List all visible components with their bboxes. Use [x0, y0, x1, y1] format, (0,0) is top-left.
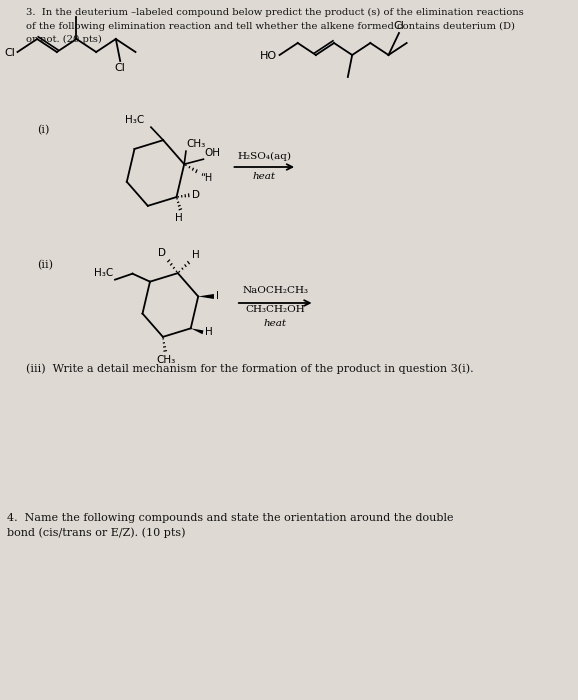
- Text: H₂SO₄(aq): H₂SO₄(aq): [237, 152, 291, 161]
- Text: CH₃: CH₃: [186, 139, 205, 149]
- Text: CH₃: CH₃: [156, 355, 175, 365]
- Text: (iii)  Write a detail mechanism for the formation of the product in question 3(i: (iii) Write a detail mechanism for the f…: [26, 363, 474, 374]
- Text: D: D: [192, 190, 200, 200]
- Text: (ii): (ii): [36, 260, 53, 270]
- Text: HO: HO: [260, 51, 277, 61]
- Text: “H: “H: [200, 173, 212, 183]
- Text: heat: heat: [253, 172, 276, 181]
- Text: D: D: [158, 248, 165, 258]
- Text: heat: heat: [264, 319, 287, 328]
- Text: OH: OH: [204, 148, 220, 158]
- Polygon shape: [198, 294, 214, 299]
- Text: Cl: Cl: [4, 48, 15, 58]
- Text: 3.  In the deuterium –labeled compound below predict the product (s) of the elim: 3. In the deuterium –labeled compound be…: [26, 8, 524, 44]
- Text: H: H: [205, 328, 213, 337]
- Text: Cl: Cl: [115, 63, 125, 73]
- Text: Cl: Cl: [394, 21, 405, 31]
- Text: (i): (i): [36, 125, 49, 135]
- Text: H₃C: H₃C: [94, 267, 113, 278]
- Text: 4.  Name the following compounds and state the orientation around the double
bon: 4. Name the following compounds and stat…: [7, 513, 454, 538]
- Text: H: H: [192, 250, 199, 260]
- Text: I: I: [216, 291, 218, 302]
- Text: CH₃CH₂OH: CH₃CH₂OH: [245, 305, 305, 314]
- Text: H₃C: H₃C: [125, 116, 144, 125]
- Text: H: H: [175, 213, 183, 223]
- Text: NaOCH₂CH₃: NaOCH₂CH₃: [242, 286, 308, 295]
- Polygon shape: [191, 328, 203, 335]
